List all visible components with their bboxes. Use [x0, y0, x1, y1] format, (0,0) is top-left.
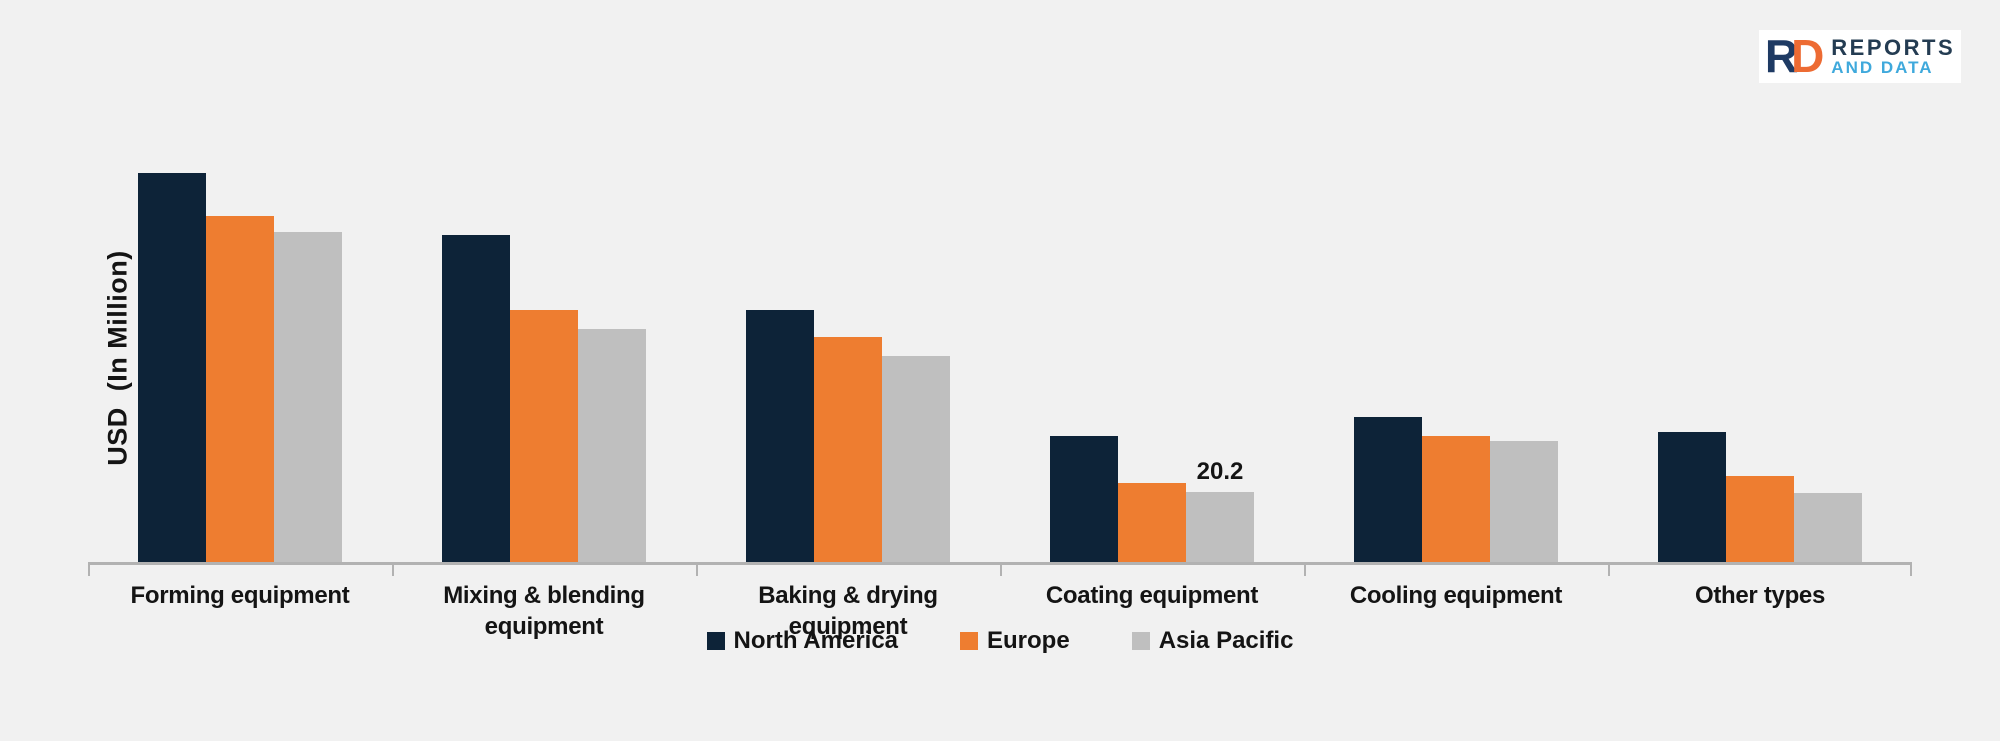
- bar-group-other-types: [1608, 130, 1912, 562]
- axis-tick: [1000, 564, 1002, 576]
- bar-group-cooling-equipment: [1304, 130, 1608, 562]
- bar-group-forming-equipment: [88, 130, 392, 562]
- category-label-coating-equipment: Coating equipment: [1045, 582, 1259, 609]
- bar-group-baking-drying-equipment: [696, 130, 1000, 562]
- bar-north-america-cooling-equipment: [1354, 416, 1422, 562]
- bar-asia-pacific-coating-equipment: 20.2: [1186, 458, 1254, 562]
- logo-mark-icon: R D: [1764, 29, 1825, 82]
- category-label-mixing-blending-equipment: Mixing & blending equipment: [443, 582, 645, 641]
- logo-text: REPORTS AND DATA: [1831, 36, 1955, 77]
- bar-north-america-mixing-blending-equipment: [442, 235, 510, 562]
- legend-label: North America: [733, 627, 899, 654]
- bar-north-america-coating-equipment: [1050, 435, 1118, 562]
- axis-tick: [88, 564, 90, 576]
- axis-tick: [1910, 564, 1912, 576]
- logo-text-reports: REPORTS: [1831, 35, 1956, 61]
- logo-letter-d: D: [1791, 29, 1825, 82]
- bar-asia-pacific-cooling-equipment: [1490, 441, 1558, 562]
- bar-asia-pacific-forming-equipment: [274, 231, 342, 562]
- bar-europe-mixing-blending-equipment: [510, 309, 578, 562]
- bar-north-america-forming-equipment: [138, 173, 206, 562]
- bar-europe-baking-drying-equipment: [814, 337, 882, 562]
- bar-group-mixing-blending-equipment: [392, 130, 696, 562]
- legend-item-europe: Europe: [960, 627, 1070, 655]
- bar-asia-pacific-baking-drying-equipment: [882, 356, 950, 562]
- bar-asia-pacific-mixing-blending-equipment: [578, 328, 646, 562]
- axis-tick: [695, 564, 698, 576]
- bar-europe-other-types: [1726, 475, 1794, 562]
- axis-tick: [1608, 564, 1610, 576]
- bar-europe-cooling-equipment: [1422, 435, 1490, 562]
- legend-swatch-north-america: [706, 632, 725, 650]
- legend-item-north-america: North America: [706, 627, 899, 655]
- axis-tick: [391, 564, 394, 576]
- bar-north-america-baking-drying-equipment: [746, 309, 814, 562]
- category-label-cooling-equipment: Cooling equipment: [1349, 582, 1563, 609]
- plot-area: 20.2: [88, 130, 1912, 562]
- category-label-other-types: Other types: [1694, 582, 1826, 609]
- legend-item-asia-pacific: Asia Pacific: [1131, 627, 1294, 655]
- axis-tick: [1303, 564, 1306, 576]
- legend: North America Europe Asia Pacific: [88, 627, 1912, 655]
- category-label-row: Forming equipment Mixing & blending equip…: [88, 580, 1912, 642]
- x-axis-line: [88, 562, 1912, 576]
- legend-label: Europe: [987, 627, 1070, 654]
- bar-europe-forming-equipment: [206, 216, 274, 562]
- bar-europe-coating-equipment: [1118, 482, 1186, 562]
- logo-letter-r: R: [1764, 29, 1799, 82]
- bar-group-coating-equipment: 20.2: [1000, 130, 1304, 562]
- bar-value-label: 20.2: [1196, 458, 1244, 486]
- reports-and-data-logo: R D REPORTS AND DATA: [1759, 30, 1961, 83]
- logo-text-and-data: AND DATA: [1831, 58, 1934, 78]
- category-label-baking-drying-equipment: Baking & drying equipment: [758, 582, 938, 641]
- bar-asia-pacific-other-types: [1794, 492, 1862, 562]
- bar-north-america-other-types: [1658, 432, 1726, 562]
- legend-label: Asia Pacific: [1158, 627, 1294, 654]
- legend-swatch-asia-pacific: [1131, 632, 1150, 650]
- legend-swatch-europe: [960, 632, 979, 650]
- category-label-forming-equipment: Forming equipment: [130, 582, 350, 609]
